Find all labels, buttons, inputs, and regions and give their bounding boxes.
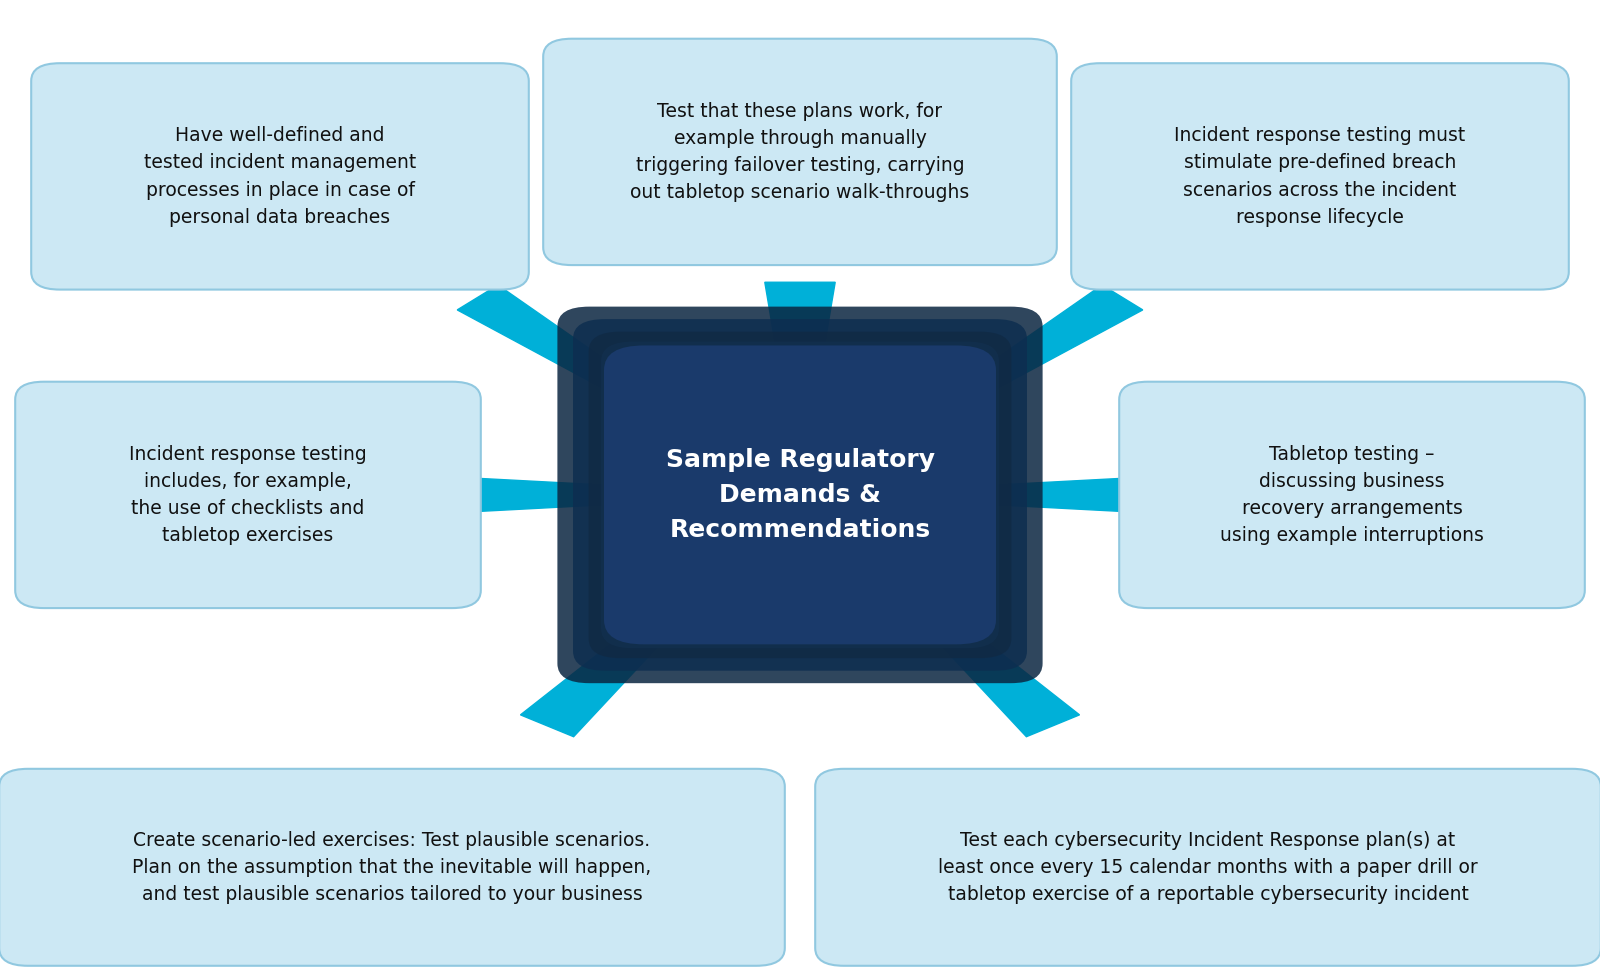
Text: Have well-defined and
tested incident management
processes in place in case of
p: Have well-defined and tested incident ma… <box>144 126 416 226</box>
Text: Incident response testing must
stimulate pre-defined breach
scenarios across the: Incident response testing must stimulate… <box>1174 126 1466 226</box>
FancyBboxPatch shape <box>544 39 1056 266</box>
FancyBboxPatch shape <box>589 331 1011 659</box>
Polygon shape <box>458 477 792 513</box>
FancyBboxPatch shape <box>573 319 1027 670</box>
Polygon shape <box>805 499 1080 737</box>
Polygon shape <box>765 282 835 490</box>
FancyBboxPatch shape <box>14 382 480 608</box>
Text: Create scenario-led exercises: Test plausible scenarios.
Plan on the assumption : Create scenario-led exercises: Test plau… <box>133 831 651 904</box>
FancyBboxPatch shape <box>0 768 784 966</box>
Polygon shape <box>808 477 1142 513</box>
FancyBboxPatch shape <box>30 64 528 290</box>
Text: Sample Regulatory
Demands &
Recommendations: Sample Regulatory Demands & Recommendati… <box>666 448 934 542</box>
Text: Test that these plans work, for
example through manually
triggering failover tes: Test that these plans work, for example … <box>630 102 970 202</box>
Polygon shape <box>520 499 795 737</box>
Text: Incident response testing
includes, for example,
the use of checklists and
table: Incident response testing includes, for … <box>130 445 366 545</box>
Text: Tabletop testing –
discussing business
recovery arrangements
using example inter: Tabletop testing – discussing business r… <box>1221 445 1483 545</box>
FancyBboxPatch shape <box>1120 382 1584 608</box>
Polygon shape <box>806 285 1142 491</box>
FancyBboxPatch shape <box>814 768 1600 966</box>
FancyBboxPatch shape <box>1072 64 1568 290</box>
FancyBboxPatch shape <box>557 307 1043 683</box>
FancyBboxPatch shape <box>603 346 995 645</box>
Polygon shape <box>458 285 794 491</box>
Text: Test each cybersecurity Incident Response plan(s) at
least once every 15 calenda: Test each cybersecurity Incident Respons… <box>938 831 1478 904</box>
FancyBboxPatch shape <box>602 342 998 648</box>
